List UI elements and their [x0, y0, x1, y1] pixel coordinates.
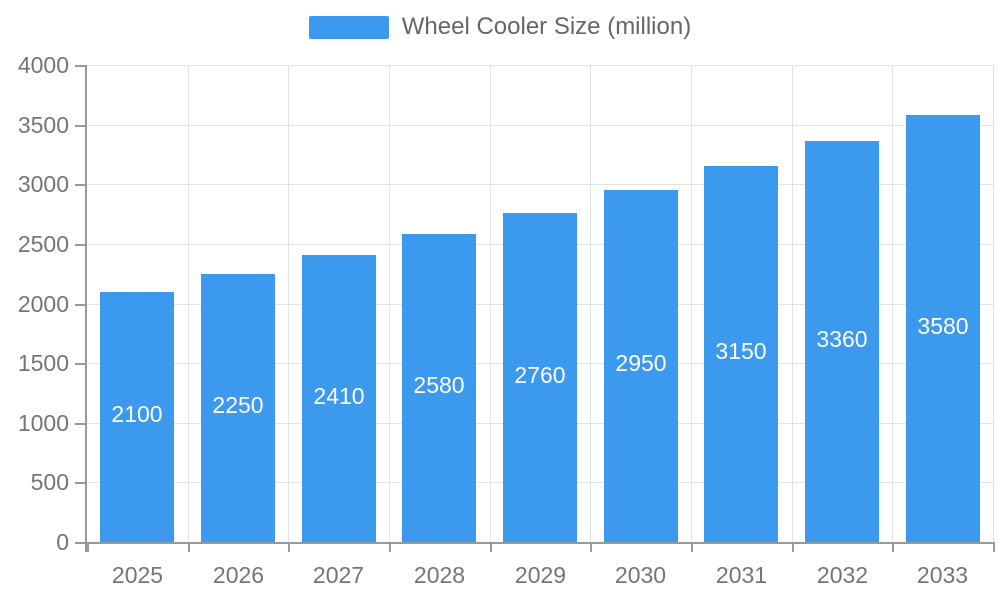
bar [503, 213, 577, 542]
y-axis-tick [75, 542, 85, 544]
bar [805, 141, 879, 542]
x-tick-label: 2028 [413, 562, 466, 588]
bar [302, 255, 376, 542]
x-axis-tick [87, 542, 89, 552]
x-tick-label: 2030 [614, 562, 667, 588]
bar [704, 166, 778, 542]
x-axis-tick [892, 542, 894, 552]
legend-swatch [308, 15, 389, 39]
y-axis-tick [75, 363, 85, 365]
bar [604, 190, 678, 542]
v-gridline [590, 65, 591, 542]
y-axis-tick [75, 184, 85, 186]
y-tick-label: 3000 [17, 171, 69, 197]
y-axis-tick [75, 65, 85, 67]
x-axis-tick [389, 542, 391, 552]
bar-value-label: 3150 [715, 338, 767, 364]
v-gridline [792, 65, 793, 542]
bar-value-label: 3580 [917, 313, 969, 339]
x-tick-label: 2029 [514, 562, 567, 588]
x-axis-tick [188, 542, 190, 552]
bar-value-label: 2950 [615, 350, 667, 376]
y-axis-tick [75, 423, 85, 425]
bar-value-label: 2250 [212, 392, 264, 418]
x-axis-tick [691, 542, 693, 552]
y-axis-tick [75, 304, 85, 306]
x-tick-label: 2032 [816, 562, 869, 588]
y-axis-tick [75, 482, 85, 484]
legend-label: Wheel Cooler Size (million) [401, 13, 692, 40]
legend-item-wheel-cooler-size[interactable]: Wheel Cooler Size (million) [308, 13, 692, 41]
y-tick-label: 0 [56, 529, 69, 555]
v-gridline [288, 65, 289, 542]
y-tick-label: 3500 [17, 112, 69, 138]
h-gridline [87, 125, 993, 126]
y-tick-label: 1500 [17, 350, 69, 376]
y-tick-label: 500 [30, 469, 69, 495]
x-tick-label: 2027 [312, 562, 365, 588]
legend: Wheel Cooler Size (million) [0, 13, 1000, 41]
x-axis-tick [590, 542, 592, 552]
bar [201, 274, 275, 542]
y-tick-label: 4000 [17, 52, 69, 78]
bar-value-label: 2760 [514, 362, 566, 388]
v-gridline [490, 65, 491, 542]
bar [402, 234, 476, 542]
y-tick-label: 2500 [17, 231, 69, 257]
v-gridline [389, 65, 390, 542]
bar-value-label: 2100 [111, 401, 163, 427]
x-axis-tick [490, 542, 492, 552]
x-axis-tick [792, 542, 794, 552]
bar [100, 292, 174, 542]
bar-value-label: 2410 [313, 383, 365, 409]
bar-value-label: 3360 [816, 326, 868, 352]
h-gridline [87, 184, 993, 185]
v-gridline [691, 65, 692, 542]
x-tick-label: 2026 [212, 562, 265, 588]
y-axis-tick [75, 244, 85, 246]
x-tick-label: 2033 [916, 562, 969, 588]
x-axis-tick [288, 542, 290, 552]
bar-value-label: 2580 [413, 372, 465, 398]
v-gridline [993, 65, 994, 542]
y-tick-label: 1000 [17, 410, 69, 436]
h-gridline [87, 65, 993, 66]
x-axis-tick [993, 542, 995, 552]
v-gridline [188, 65, 189, 542]
bar [906, 115, 980, 542]
x-axis-line [85, 542, 993, 544]
y-tick-label: 2000 [17, 291, 69, 317]
x-tick-label: 2025 [111, 562, 164, 588]
v-gridline [892, 65, 893, 542]
y-axis-line [85, 65, 87, 552]
y-axis-tick [75, 125, 85, 127]
x-tick-label: 2031 [715, 562, 768, 588]
